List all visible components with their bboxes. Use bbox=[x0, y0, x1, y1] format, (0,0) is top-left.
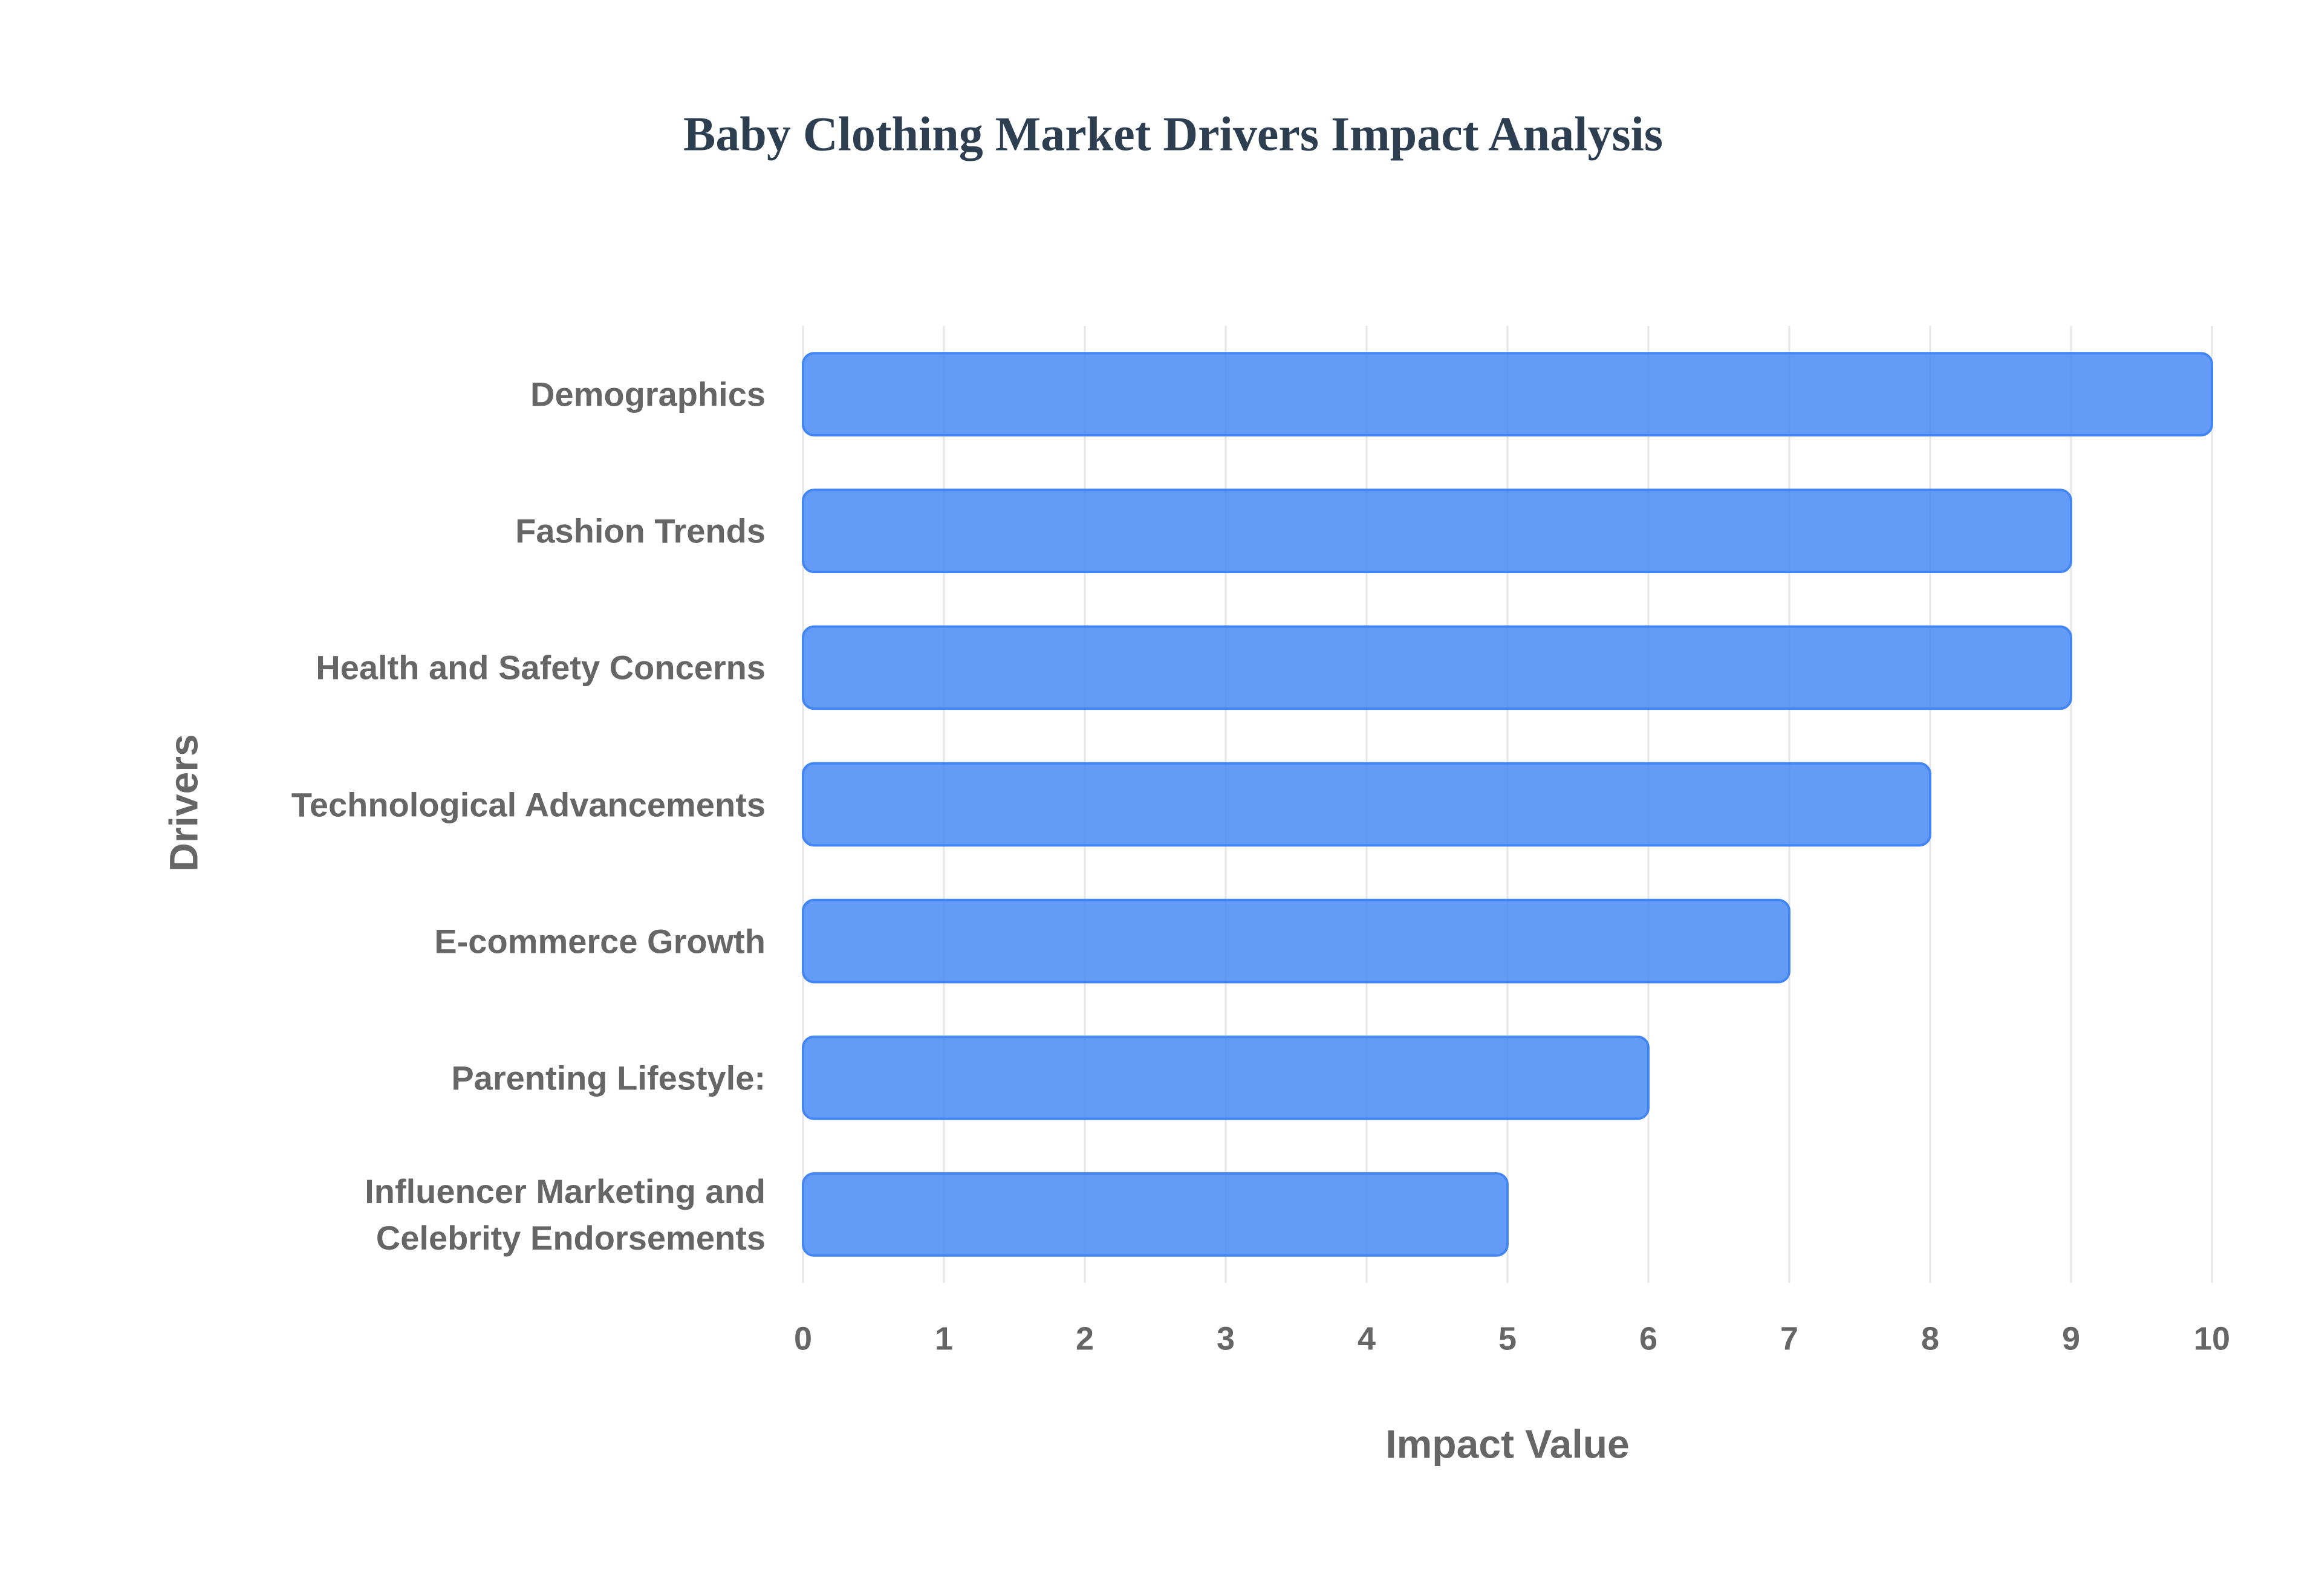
x-tick-label: 0 bbox=[794, 1320, 812, 1357]
bar bbox=[802, 488, 2072, 574]
chart-title: Baby Clothing Market Drivers Impact Anal… bbox=[683, 108, 1663, 161]
y-tick-label: Technological Advancements bbox=[291, 785, 766, 823]
y-tick-label: Influencer Marketing and Celebrity Endor… bbox=[365, 1172, 766, 1257]
y-tick-label: Fashion Trends bbox=[515, 511, 766, 550]
x-tick-label: 4 bbox=[1358, 1320, 1376, 1357]
x-tick-label: 5 bbox=[1498, 1320, 1517, 1357]
bar bbox=[802, 625, 2072, 710]
x-tick-label: 6 bbox=[1639, 1320, 1657, 1357]
y-axis-title: Drivers bbox=[161, 734, 206, 872]
bar bbox=[802, 1035, 1650, 1120]
y-tick-label: Health and Safety Concerns bbox=[316, 648, 766, 687]
y-tick-label: Demographics bbox=[530, 375, 766, 414]
x-axis-title: Impact Value bbox=[1385, 1421, 1630, 1466]
x-tick-label: 9 bbox=[2062, 1320, 2080, 1357]
bar bbox=[802, 762, 1931, 847]
x-tick-label: 7 bbox=[1780, 1320, 1798, 1357]
y-tick-label: E-commerce Growth bbox=[434, 922, 766, 961]
bar bbox=[802, 352, 2213, 436]
x-tick-label: 8 bbox=[1921, 1320, 1939, 1357]
x-tick-label: 2 bbox=[1076, 1320, 1094, 1357]
x-tick-label: 3 bbox=[1217, 1320, 1235, 1357]
y-tick-label: Parenting Lifestyle: bbox=[451, 1059, 766, 1097]
bar bbox=[802, 898, 1790, 984]
bar bbox=[802, 1172, 1509, 1257]
x-tick-label: 10 bbox=[2194, 1320, 2230, 1357]
x-tick-label: 1 bbox=[935, 1320, 953, 1357]
